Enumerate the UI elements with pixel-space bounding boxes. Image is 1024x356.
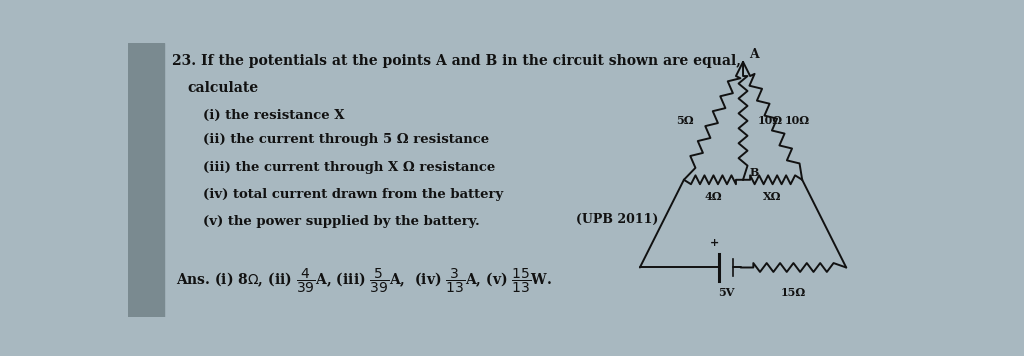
Text: 10Ω: 10Ω <box>758 115 782 126</box>
Text: A: A <box>750 48 759 61</box>
Text: XΩ: XΩ <box>763 191 782 202</box>
Text: (UPB 2011): (UPB 2011) <box>577 213 658 226</box>
Text: (v) the power supplied by the battery.: (v) the power supplied by the battery. <box>204 215 480 229</box>
Text: (ii) the current through 5 Ω resistance: (ii) the current through 5 Ω resistance <box>204 133 489 146</box>
Text: (iv) total current drawn from the battery: (iv) total current drawn from the batter… <box>204 188 504 201</box>
Text: 15Ω: 15Ω <box>781 287 806 298</box>
Text: 5Ω: 5Ω <box>676 115 693 126</box>
Text: B: B <box>750 167 759 178</box>
Text: 4Ω: 4Ω <box>705 191 722 202</box>
Text: +: + <box>710 238 719 248</box>
Text: 23. If the potentials at the points A and B in the circuit shown are equal,: 23. If the potentials at the points A an… <box>172 54 740 68</box>
Bar <box>128 43 164 317</box>
Text: (i) the resistance X: (i) the resistance X <box>204 109 345 121</box>
Text: 5V: 5V <box>718 287 734 298</box>
Text: Ans. (i) 8$\Omega$, (ii) $\dfrac{4}{39}$A, (iii) $\dfrac{5}{39}$A,  (iv) $\dfrac: Ans. (i) 8$\Omega$, (ii) $\dfrac{4}{39}$… <box>176 267 552 295</box>
Text: 10Ω: 10Ω <box>784 115 810 126</box>
Text: (iii) the current through X Ω resistance: (iii) the current through X Ω resistance <box>204 161 496 174</box>
Text: calculate: calculate <box>187 81 259 95</box>
